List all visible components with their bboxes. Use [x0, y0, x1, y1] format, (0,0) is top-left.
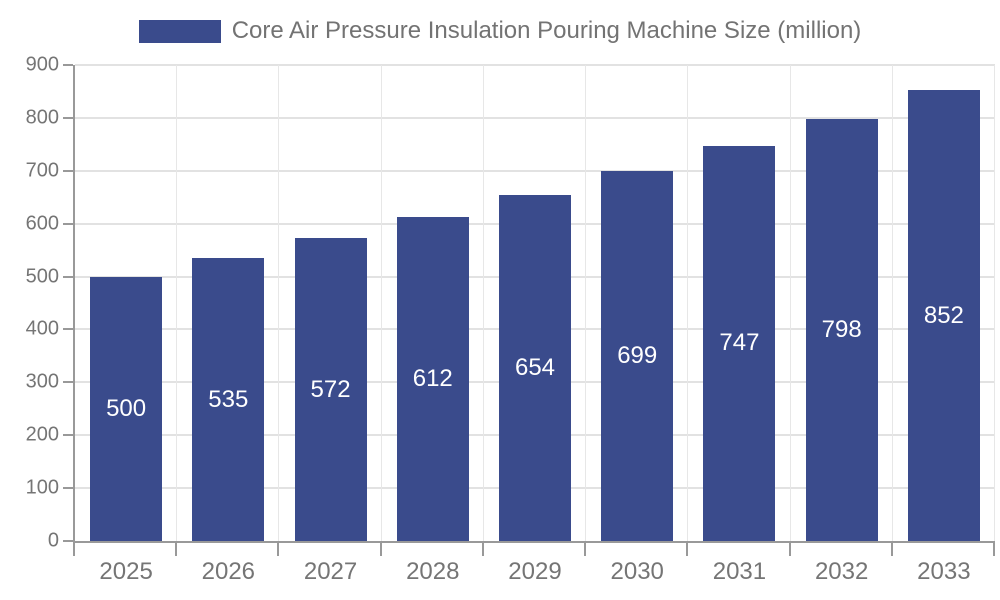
y-axis-tick [63, 222, 73, 225]
plot-area: 0 100 200 300 400 500 600 700 800 900 2025 2026 2027… [26, 54, 995, 585]
bar-value-label: 798 [821, 315, 862, 343]
gridline-vertical [891, 65, 893, 541]
gridline-vertical [789, 65, 791, 541]
bar[interactable]: 852 [907, 90, 980, 541]
legend[interactable]: Core Air Pressure Insulation Pouring Mac… [0, 17, 1000, 45]
bar[interactable]: 500 [90, 276, 163, 541]
x-axis-label: 2029 [508, 558, 562, 585]
gridline-vertical [994, 65, 995, 541]
y-axis-label: 100 [25, 476, 59, 499]
x-axis-label: 2028 [406, 558, 460, 585]
bar-value-label: 500 [106, 394, 147, 422]
x-axis-label: 2026 [201, 558, 256, 585]
bar-value-label: 852 [923, 301, 964, 329]
y-axis-tick [63, 116, 73, 119]
bar[interactable]: 654 [499, 195, 571, 541]
y-axis-label: 900 [25, 53, 59, 76]
x-axis-label: 2030 [610, 558, 664, 585]
bar[interactable]: 612 [396, 217, 469, 541]
x-axis-tick [175, 543, 178, 556]
legend-swatch [138, 19, 221, 43]
gridline-vertical [176, 65, 178, 541]
y-axis-label: 200 [25, 423, 59, 446]
x-axis-tick [993, 543, 995, 556]
gridline-horizontal [75, 116, 995, 119]
bar[interactable]: 572 [294, 238, 367, 541]
y-axis-label: 800 [25, 106, 59, 129]
y-axis-tick [63, 64, 73, 66]
gridline-vertical [278, 65, 280, 541]
bar-value-label: 535 [208, 385, 249, 413]
y-axis-tick [63, 381, 73, 384]
x-axis-tick [73, 543, 75, 556]
y-axis-tick [63, 540, 73, 542]
x-axis-tick [379, 543, 382, 556]
y-axis-label: 300 [25, 370, 59, 393]
gridline-vertical [380, 65, 382, 541]
x-axis-tick [686, 543, 689, 556]
bar[interactable]: 798 [805, 118, 878, 541]
x-axis-label: 2032 [814, 558, 869, 585]
bar-value-label: 654 [514, 354, 556, 382]
gridline-horizontal [75, 169, 995, 172]
bar-value-label: 747 [719, 329, 760, 357]
gridline-vertical [482, 65, 484, 541]
y-axis-tick [63, 169, 73, 172]
y-axis-label: 500 [25, 265, 59, 288]
x-axis-label: 2031 [712, 558, 767, 585]
x-axis-tick [277, 543, 280, 556]
y-axis-label: 600 [25, 212, 59, 235]
y-axis-label: 0 [47, 529, 59, 552]
gridline-horizontal [75, 64, 995, 66]
legend-label: Core Air Pressure Insulation Pouring Mac… [231, 17, 862, 44]
x-axis-label: 2025 [99, 558, 153, 585]
x-axis-tick [584, 543, 587, 556]
y-axis-tick [63, 434, 73, 437]
bar[interactable]: 699 [601, 171, 674, 541]
bar-value-label: 572 [310, 375, 351, 403]
bar[interactable]: 747 [703, 145, 776, 541]
x-axis-tick [481, 543, 484, 556]
x-axis-label: 2027 [303, 558, 358, 585]
x-axis-label: 2033 [917, 558, 971, 585]
y-axis-tick [63, 275, 73, 278]
x-axis-tick [788, 543, 791, 556]
x-axis-tick [890, 543, 893, 556]
y-axis-label: 400 [25, 317, 59, 340]
gridline-vertical [687, 65, 689, 541]
y-axis-label: 700 [25, 159, 59, 182]
y-axis-tick [63, 487, 73, 490]
bar-value-label: 699 [617, 342, 658, 370]
bar[interactable]: 535 [192, 258, 265, 541]
bar-value-label: 612 [412, 365, 453, 393]
y-axis-tick [63, 328, 73, 331]
gridline-vertical [585, 65, 587, 541]
